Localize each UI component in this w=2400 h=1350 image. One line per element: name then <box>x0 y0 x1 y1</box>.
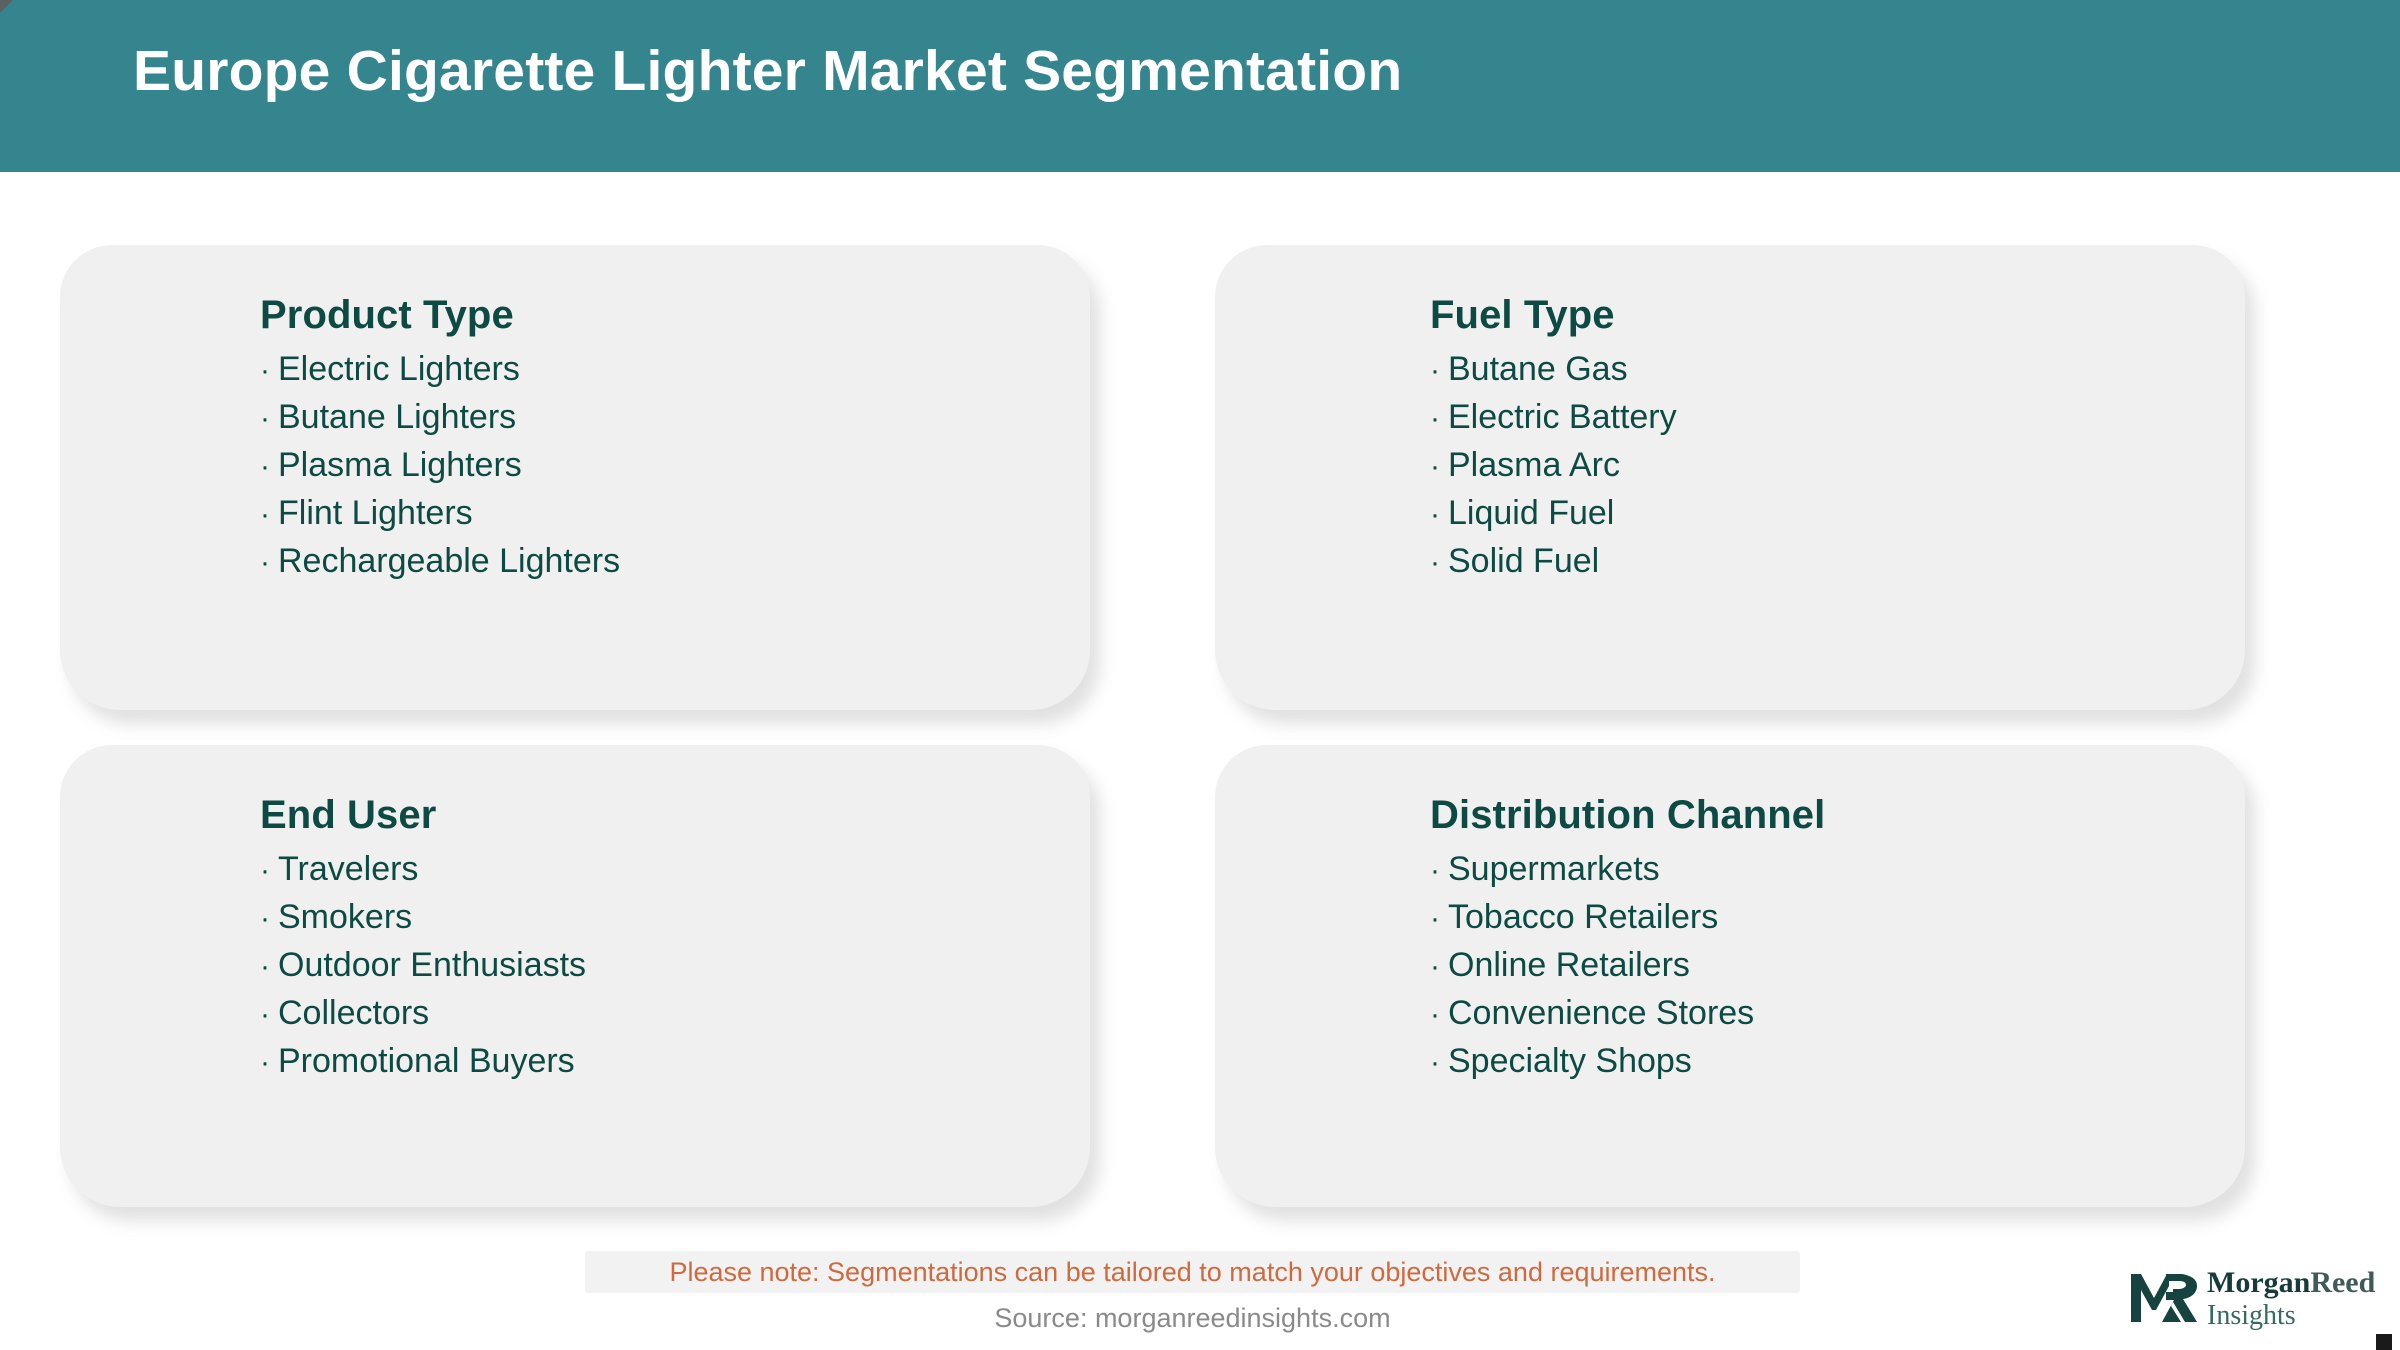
list-item: · Solid Fuel <box>1430 538 1677 586</box>
bullet-icon: · <box>1430 950 1440 983</box>
card-item-list: · Travelers · Smokers · Outdoor Enthusiasts… <box>260 846 586 1086</box>
list-item: · Specialty Shops <box>1430 1038 1825 1086</box>
list-item: · Tobacco Retailers <box>1430 894 1825 942</box>
list-item: · Rechargeable Lighters <box>260 538 620 586</box>
bullet-icon: · <box>260 498 270 531</box>
list-item: · Smokers <box>260 894 586 942</box>
footer-note-text: Please note: Segmentations can be tailor… <box>669 1257 1716 1287</box>
list-item-label: Flint Lighters <box>278 494 473 532</box>
card-heading: Distribution Channel <box>1430 793 1826 837</box>
bullet-icon: · <box>260 950 270 983</box>
list-item-label: Liquid Fuel <box>1448 494 1615 532</box>
bullet-icon: · <box>1430 902 1440 935</box>
list-item: · Collectors <box>260 990 586 1038</box>
list-item: · Plasma Arc <box>1430 442 1677 490</box>
card-item-list: · Electric Lighters · Butane Lighters · Pla… <box>260 346 620 586</box>
footer-source-text: Source: morganreedinsights.com <box>994 1303 1391 1333</box>
list-item-label: Butane Gas <box>1448 350 1628 388</box>
list-item: · Travelers <box>260 846 586 894</box>
bullet-icon: · <box>1430 1046 1440 1079</box>
brand-logo: MorganReed Insights <box>2129 1266 2375 1332</box>
bullet-icon: · <box>1430 546 1440 579</box>
list-item: · Online Retailers <box>1430 942 1825 990</box>
card-item-list: · Butane Gas · Electric Battery · Plasma Ar… <box>1430 346 1677 586</box>
card-heading: Fuel Type <box>1430 293 1615 337</box>
card-heading: Product Type <box>260 293 514 337</box>
segment-card-end-user[interactable]: End User · Travelers · Smokers · Outdoor En… <box>60 745 1090 1207</box>
header-banner: Europe Cigarette Lighter Market Segmenta… <box>0 0 2400 172</box>
bullet-icon: · <box>260 354 270 387</box>
list-item-label: Electric Battery <box>1448 398 1677 436</box>
bullet-icon: · <box>1430 498 1440 531</box>
bullet-icon: · <box>1430 450 1440 483</box>
card-content: Product Type · Electric Lighters · Butane … <box>260 293 620 586</box>
list-item: · Liquid Fuel <box>1430 490 1677 538</box>
card-content: Fuel Type · Butane Gas · Electric Battery … <box>1430 293 1677 586</box>
brand-name-part1: Morgan <box>2207 1266 2311 1299</box>
bullet-icon: · <box>260 902 270 935</box>
bullet-icon: · <box>1430 854 1440 887</box>
bullet-icon: · <box>260 450 270 483</box>
corner-notch-decoration <box>0 0 13 13</box>
brand-tagline: Insights <box>2207 1300 2296 1331</box>
list-item-label: Solid Fuel <box>1448 542 1600 580</box>
bullet-icon: · <box>260 1046 270 1079</box>
page-title: Europe Cigarette Lighter Market Segmenta… <box>133 39 1403 103</box>
segment-card-product-type[interactable]: Product Type · Electric Lighters · Butane … <box>60 245 1090 710</box>
list-item-label: Promotional Buyers <box>278 1042 575 1080</box>
list-item-label: Tobacco Retailers <box>1448 898 1719 936</box>
list-item: · Butane Gas <box>1430 346 1677 394</box>
brand-name-part2: Reed <box>2310 1266 2376 1299</box>
brand-name: MorganReed <box>2207 1266 2375 1300</box>
list-item-label: Specialty Shops <box>1448 1042 1692 1080</box>
list-item: · Flint Lighters <box>260 490 620 538</box>
list-item-label: Travelers <box>278 850 419 888</box>
list-item-label: Plasma Lighters <box>278 446 522 484</box>
list-item-label: Electric Lighters <box>278 350 520 388</box>
card-item-list: · Supermarkets · Tobacco Retailers · Online… <box>1430 846 1825 1086</box>
list-item: · Supermarkets <box>1430 846 1825 894</box>
bullet-icon: · <box>1430 354 1440 387</box>
list-item-label: Collectors <box>278 994 430 1032</box>
list-item-label: Convenience Stores <box>1448 994 1755 1032</box>
list-item-label: Smokers <box>278 898 413 936</box>
footer-note-banner: Please note: Segmentations can be tailor… <box>585 1251 1800 1293</box>
bullet-icon: · <box>1430 402 1440 435</box>
bullet-icon: · <box>1430 998 1440 1031</box>
brand-wordmark: MorganReed Insights <box>2207 1266 2375 1332</box>
list-item: · Electric Lighters <box>260 346 620 394</box>
list-item-label: Rechargeable Lighters <box>278 542 621 580</box>
list-item-label: Online Retailers <box>1448 946 1690 984</box>
list-item: · Convenience Stores <box>1430 990 1825 1038</box>
list-item-label: Plasma Arc <box>1448 446 1620 484</box>
segment-card-fuel-type[interactable]: Fuel Type · Butane Gas · Electric Battery … <box>1215 245 2245 710</box>
card-content: End User · Travelers · Smokers · Outdoor En… <box>260 793 586 1086</box>
segmentation-card-grid: Product Type · Electric Lighters · Butane … <box>0 172 2400 1350</box>
bullet-icon: · <box>260 546 270 579</box>
list-item-label: Butane Lighters <box>278 398 517 436</box>
list-item-label: Outdoor Enthusiasts <box>278 946 587 984</box>
segment-card-distribution-channel[interactable]: Distribution Channel · Supermarkets · Toba… <box>1215 745 2245 1207</box>
bullet-icon: · <box>260 402 270 435</box>
mr-monogram-icon <box>2131 1274 2197 1322</box>
list-item: · Electric Battery <box>1430 394 1677 442</box>
list-item: · Plasma Lighters <box>260 442 620 490</box>
list-item-label: Supermarkets <box>1448 850 1660 888</box>
corner-marker-decoration <box>2376 1334 2392 1350</box>
list-item: · Butane Lighters <box>260 394 620 442</box>
bullet-icon: · <box>260 854 270 887</box>
list-item: · Outdoor Enthusiasts <box>260 942 586 990</box>
card-heading: End User <box>260 793 437 837</box>
bullet-icon: · <box>260 998 270 1031</box>
list-item: · Promotional Buyers <box>260 1038 586 1086</box>
card-content: Distribution Channel · Supermarkets · Toba… <box>1430 793 1825 1086</box>
